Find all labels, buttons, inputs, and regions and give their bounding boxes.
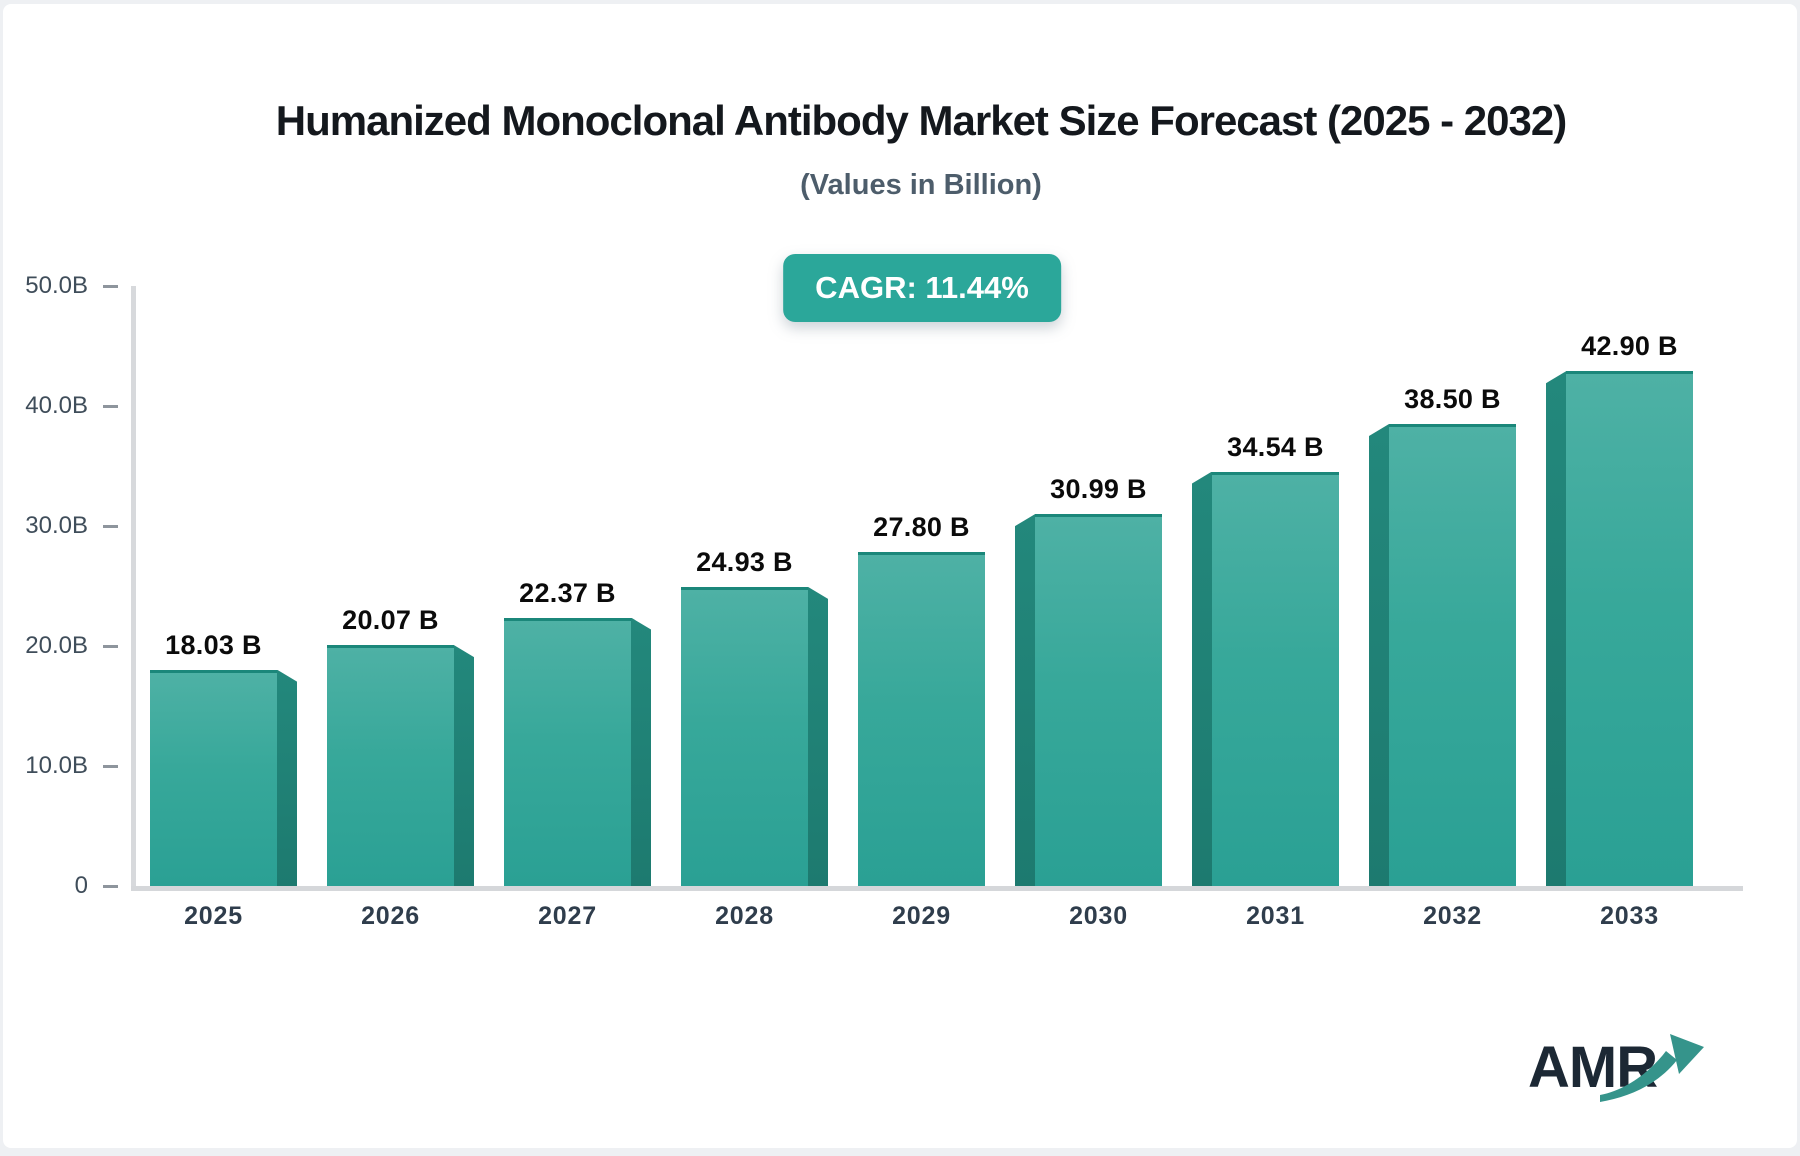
chart-subtitle: (Values in Billion) bbox=[800, 169, 1042, 201]
bar-side-face bbox=[1015, 514, 1035, 889]
y-axis-tick-label: 40.0B bbox=[25, 392, 88, 419]
bar-2032 bbox=[1389, 424, 1516, 889]
x-axis-label: 2031 bbox=[1246, 902, 1305, 930]
y-axis-tick-mark bbox=[103, 524, 118, 528]
cagr-badge: CAGR: 11.44% bbox=[783, 254, 1061, 322]
x-axis-label: 2027 bbox=[538, 902, 597, 930]
bar-value-label: 27.80 B bbox=[873, 512, 970, 543]
bar-2031 bbox=[1212, 471, 1339, 889]
y-axis-tick-mark bbox=[103, 404, 118, 408]
y-axis-tick-label: 30.0B bbox=[25, 512, 88, 539]
x-axis-line bbox=[131, 886, 1743, 891]
bar-value-label: 18.03 B bbox=[165, 629, 262, 660]
bar-2029 bbox=[858, 552, 985, 889]
growth-arrow-icon bbox=[1600, 1034, 1704, 1102]
bar-value-label: 22.37 B bbox=[519, 577, 616, 608]
y-axis-tick-label: 50.0B bbox=[25, 272, 88, 299]
bar-value-label: 30.99 B bbox=[1050, 474, 1147, 505]
bar-2027 bbox=[504, 617, 631, 889]
bar-side-face bbox=[1546, 371, 1566, 889]
bar-value-label: 42.90 B bbox=[1581, 331, 1678, 362]
x-axis-label: 2030 bbox=[1069, 902, 1128, 930]
y-axis-tick-label: 20.0B bbox=[25, 632, 88, 659]
x-axis-label: 2033 bbox=[1600, 902, 1659, 930]
y-axis-tick-mark bbox=[103, 644, 118, 648]
bar-side-face bbox=[631, 617, 651, 889]
bar-side-face bbox=[808, 586, 828, 889]
bar-2033 bbox=[1566, 371, 1693, 889]
x-axis-label: 2032 bbox=[1423, 902, 1482, 930]
y-axis-tick-label: 0 bbox=[74, 872, 88, 899]
chart-title: Humanized Monoclonal Antibody Market Siz… bbox=[275, 97, 1567, 144]
bar-side-face bbox=[1192, 471, 1212, 889]
y-axis-line bbox=[131, 286, 136, 891]
bar-side-face bbox=[454, 645, 474, 889]
bar-side-face bbox=[1369, 424, 1389, 889]
bar-value-label: 38.50 B bbox=[1404, 384, 1501, 414]
bar-2030 bbox=[1035, 514, 1162, 889]
bar-value-label: 34.54 B bbox=[1227, 431, 1324, 462]
bar-2028 bbox=[681, 586, 808, 889]
bar-2025 bbox=[150, 669, 277, 889]
bar-2026 bbox=[327, 645, 454, 889]
y-axis-tick-label: 10.0B bbox=[25, 752, 88, 779]
bar-value-label: 24.93 B bbox=[696, 546, 793, 577]
x-axis-label: 2026 bbox=[361, 902, 420, 930]
x-axis-label: 2028 bbox=[715, 902, 774, 930]
bar-value-label: 20.07 B bbox=[342, 605, 439, 636]
y-axis-tick-mark bbox=[103, 764, 118, 768]
y-axis-tick-mark bbox=[103, 884, 118, 888]
bar-side-face bbox=[277, 669, 297, 889]
x-axis-label: 2025 bbox=[184, 902, 243, 930]
y-axis-tick-mark bbox=[103, 284, 118, 288]
x-axis-label: 2029 bbox=[892, 902, 951, 930]
amr-logo: AMR bbox=[1528, 1026, 1728, 1116]
